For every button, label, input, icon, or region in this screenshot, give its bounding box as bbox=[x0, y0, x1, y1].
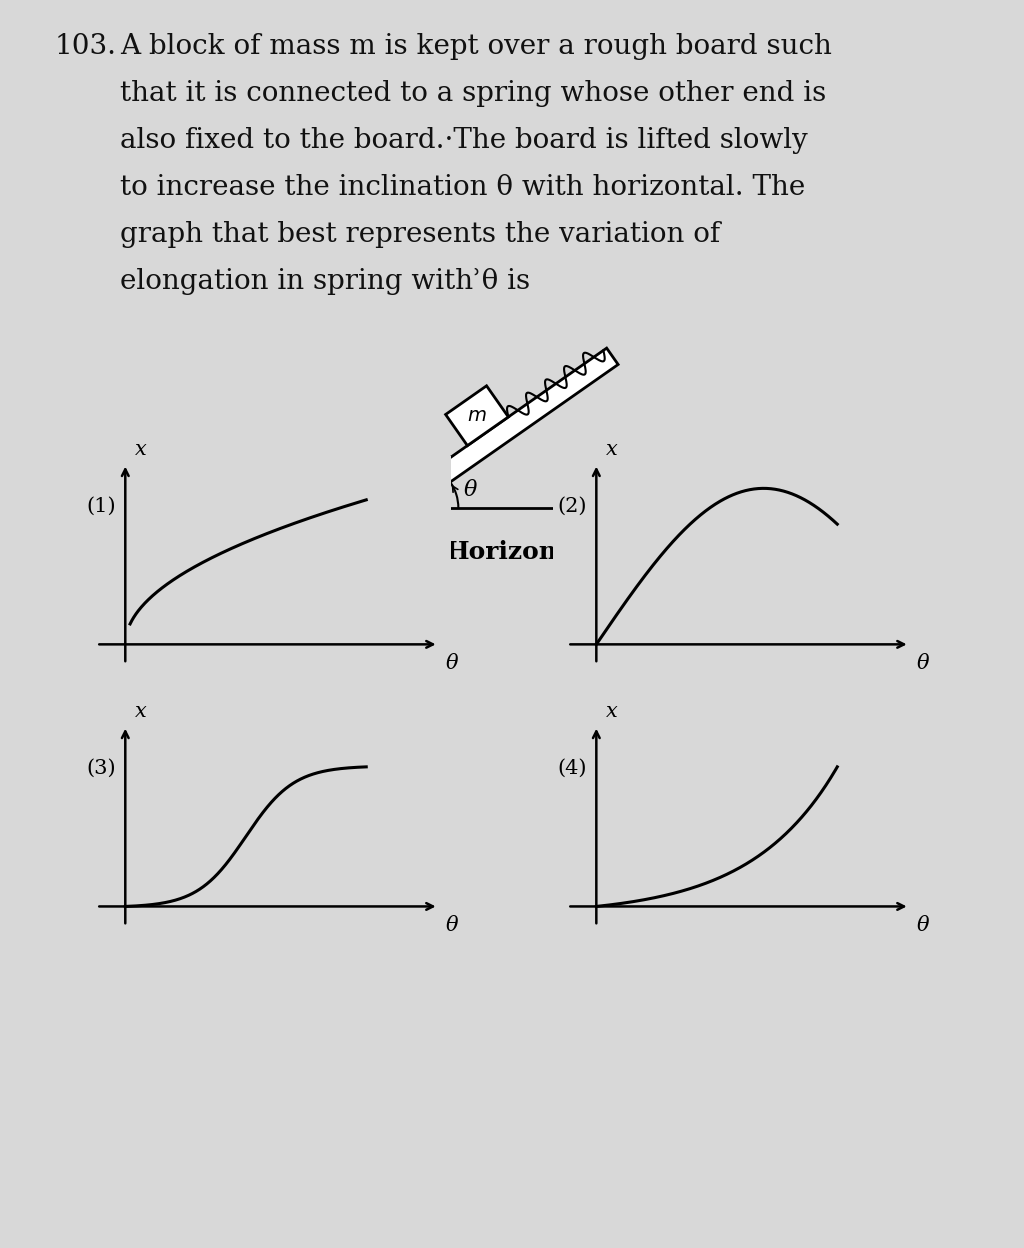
Text: elongation in spring withʾθ is: elongation in spring withʾθ is bbox=[120, 268, 530, 295]
Text: θ: θ bbox=[464, 479, 477, 500]
Text: (1): (1) bbox=[87, 497, 117, 515]
Text: θ: θ bbox=[916, 654, 930, 673]
Text: that it is connected to a spring whose other end is: that it is connected to a spring whose o… bbox=[120, 80, 826, 107]
Text: (3): (3) bbox=[87, 759, 117, 778]
Text: θ: θ bbox=[445, 916, 459, 935]
Text: x: x bbox=[606, 439, 617, 459]
Text: $m$: $m$ bbox=[467, 407, 486, 424]
Text: to increase the inclination θ with horizontal. The: to increase the inclination θ with horiz… bbox=[120, 173, 805, 201]
Text: graph that best represents the variation of: graph that best represents the variation… bbox=[120, 221, 720, 248]
Text: A block of mass m is kept over a rough board such: A block of mass m is kept over a rough b… bbox=[120, 32, 831, 60]
Text: also fixed to the board.·The board is lifted slowly: also fixed to the board.·The board is li… bbox=[120, 127, 808, 154]
Text: Horizontal: Horizontal bbox=[445, 540, 595, 564]
Text: x: x bbox=[135, 439, 146, 459]
Polygon shape bbox=[445, 386, 508, 446]
Text: x: x bbox=[606, 701, 617, 721]
Text: (2): (2) bbox=[558, 497, 588, 515]
Polygon shape bbox=[401, 348, 618, 508]
Text: (4): (4) bbox=[558, 759, 588, 778]
Text: θ: θ bbox=[445, 654, 459, 673]
Text: 103.: 103. bbox=[55, 32, 117, 60]
Text: x: x bbox=[135, 701, 146, 721]
Text: θ: θ bbox=[916, 916, 930, 935]
